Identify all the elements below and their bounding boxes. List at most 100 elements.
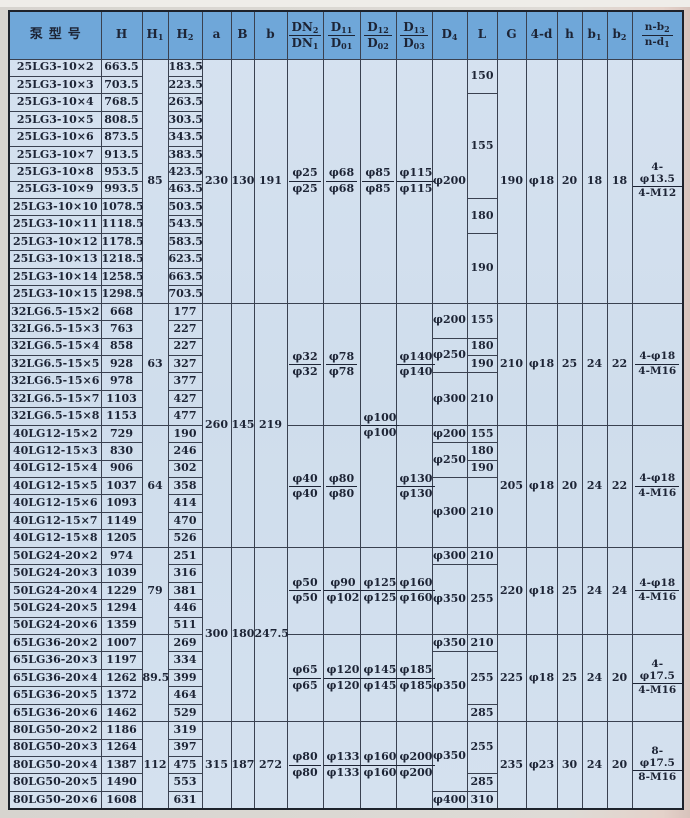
cell-n: 4-φ18 4-M16: [631, 546, 684, 635]
cell-DN: φ50 φ50: [286, 546, 324, 635]
cell-H: 1372: [100, 686, 143, 705]
cell-d: φ18: [525, 424, 558, 548]
col-header-b1: b1: [581, 10, 608, 60]
cell-H2: 223.5: [167, 75, 203, 95]
cell-L: 155: [466, 424, 498, 444]
cell-model: 25LG3-10×10: [8, 197, 102, 217]
table-row: 25LG3-10×11 1118.5 543.5: [8, 215, 683, 234]
cell-H2: 543.5: [167, 215, 203, 234]
cell-H: 873.5: [100, 128, 143, 147]
cell-H: 1037: [100, 476, 143, 496]
cell-D4: φ350: [431, 564, 468, 635]
cell-a: 300: [201, 546, 232, 723]
col-header-b: b: [253, 10, 288, 60]
cell-D4: φ400: [431, 790, 468, 810]
col-header-model: 泵型号: [8, 10, 102, 60]
cell-H2: 183.5: [167, 58, 203, 77]
cell-H: 1298.5: [100, 285, 144, 304]
cell-model: 40LG12-15×6: [8, 494, 102, 513]
cell-H: 663.5: [100, 58, 143, 77]
cell-H: 703.5: [100, 75, 143, 95]
cell-model: 25LG3-10×14: [8, 267, 102, 287]
cell-H2: 246: [167, 442, 203, 461]
cell-H2: 397: [167, 738, 203, 758]
cell-H2: 446: [167, 599, 203, 618]
cell-model: 40LG12-15×2: [8, 424, 102, 444]
cell-b1: 18: [581, 58, 608, 304]
table-row: 25LG3-10×4 768.5 263.5 155: [8, 93, 683, 199]
table-row: 32LG6.5-15×6 978 377 φ300 210: [8, 372, 683, 426]
cell-DN: φ65 φ65: [286, 633, 324, 723]
cell-d: φ18: [525, 302, 558, 426]
table-row: 25LG3-10×7 913.5 383.5: [8, 145, 683, 165]
table-row: 40LG12-15×6 1093 414: [8, 494, 683, 513]
col-header-D12: D12 D02: [359, 10, 397, 60]
cell-model: 32LG6.5-15×2: [8, 302, 102, 322]
cell-H: 668: [100, 302, 143, 322]
cell-D4: φ350: [431, 633, 468, 653]
cell-B: 130: [230, 58, 255, 304]
cell-B: 180: [230, 546, 255, 723]
cell-b1: 24: [581, 424, 608, 548]
table-row: 25LG3-10×15 1298.5 703.5: [8, 285, 683, 304]
cell-D4: φ200: [431, 424, 468, 444]
cell-model: 32LG6.5-15×3: [8, 320, 102, 339]
cell-L: 210: [466, 546, 498, 566]
cell-model: 50LG24-20×5: [8, 599, 102, 618]
cell-H2: 227: [167, 320, 203, 339]
cell-h: 25: [556, 546, 583, 635]
cell-H: 729: [100, 424, 143, 444]
cell-b2: 20: [606, 633, 633, 723]
cell-H: 1387: [100, 755, 143, 775]
table-row: 50LG24-20×3 1039 316 φ350 255: [8, 564, 683, 635]
cell-D4: φ200: [431, 302, 468, 339]
cell-L: 180: [466, 442, 498, 461]
cell-model: 25LG3-10×7: [8, 145, 102, 165]
cell-G: 220: [496, 546, 527, 635]
cell-H2: 319: [167, 721, 203, 740]
cell-model: 80LG50-20×4: [8, 755, 102, 775]
cell-H2: 583.5: [167, 232, 203, 252]
cell-model: 50LG24-20×4: [8, 581, 102, 601]
cell-H: 768.5: [100, 93, 143, 112]
cell-H2: 343.5: [167, 128, 203, 147]
cell-H2: 470: [167, 511, 203, 531]
col-header-H2: H2: [167, 10, 203, 60]
cell-D12: φ85 φ85: [359, 58, 397, 304]
cell-a: 260: [201, 302, 232, 548]
cell-model: 25LG3-10×3: [8, 75, 102, 95]
cell-H: 993.5: [100, 180, 143, 200]
cell-D11: φ133 φ133: [322, 721, 363, 810]
cell-B: 145: [230, 302, 255, 548]
table-row: 25LG3-10×5 808.5 303.5: [8, 110, 683, 130]
cell-h: 25: [556, 633, 583, 723]
cell-b1: 24: [581, 302, 608, 426]
table-row: 32LG6.5-15×8 1153 477: [8, 407, 683, 426]
cell-d: φ18: [525, 58, 558, 304]
table-row: 65LG36-20×3 1197 334 φ350 255: [8, 651, 683, 723]
cell-DN: φ32 φ32: [286, 302, 324, 426]
cell-H: 1262: [100, 668, 143, 688]
cell-L: 150: [466, 58, 498, 95]
cell-H2: 381: [167, 581, 203, 601]
col-header-h: h: [556, 10, 583, 60]
cell-H2: 327: [167, 354, 203, 374]
cell-H: 1197: [100, 651, 143, 670]
cell-L: 190: [466, 354, 498, 374]
cell-H2: 703.5: [167, 285, 203, 304]
cell-H2: 190: [167, 424, 203, 444]
table-row: 65LG36-20×4 1262 399: [8, 668, 683, 688]
cell-b2: 18: [606, 58, 633, 304]
scan-margin-strip: [0, 0, 690, 7]
table-row: 32LG6.5-15×2 668 63 177 260 145 219 φ32 φ32 φ78 φ7…: [8, 302, 684, 548]
cell-H: 928: [100, 354, 143, 374]
cell-DN: φ80 φ80: [286, 721, 324, 810]
cell-L: 210: [466, 477, 498, 548]
table-row: 25LG3-10×9 993.5 463.5: [8, 180, 683, 200]
table-row: 25LG3-10×13 1218.5 623.5: [8, 250, 683, 269]
cell-model: 65LG36-20×5: [8, 686, 102, 705]
cell-H2: 316: [167, 564, 203, 583]
cell-B: 187: [230, 721, 255, 810]
cell-G: 235: [496, 721, 527, 810]
cell-model: 40LG12-15×7: [8, 511, 102, 531]
